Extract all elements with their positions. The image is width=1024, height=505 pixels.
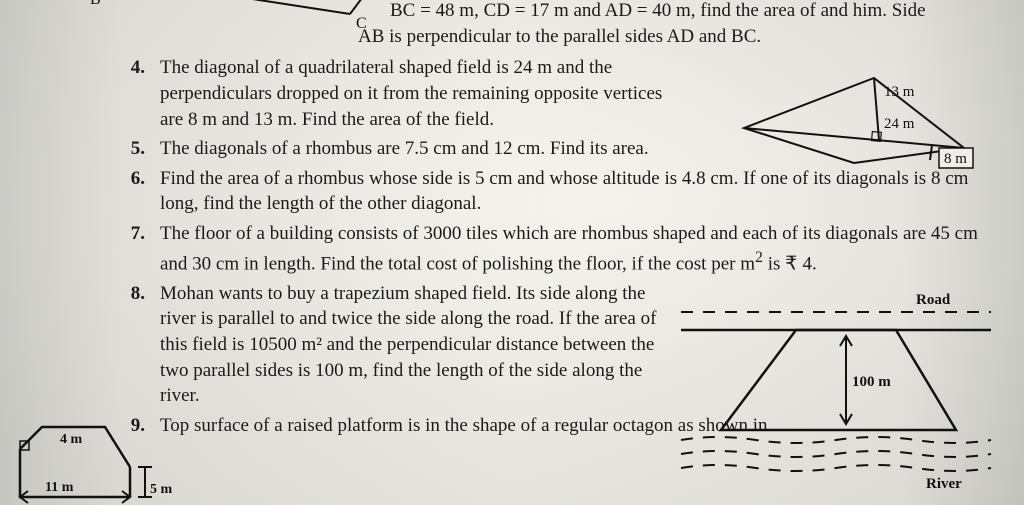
problem-number: 7. xyxy=(105,221,145,247)
textbook-page: B C BC = 48 m, CD = 17 m and AD = 40 m, … xyxy=(0,0,1024,505)
height-label: 100 m xyxy=(852,374,891,390)
problem-text: The diagonal of a quadrilateral shaped f… xyxy=(160,55,680,132)
problem-7: 7. The floor of a building consists of 3… xyxy=(105,221,985,277)
road-label: Road xyxy=(916,292,951,308)
problem-number: 5. xyxy=(105,136,145,162)
problem-text-a: The floor of a building consists of 3000… xyxy=(160,223,978,274)
figure-quadrilateral: 13 m 24 m 8 m xyxy=(734,48,984,188)
height-label: 5 m xyxy=(150,482,173,497)
vertex-b-label: B xyxy=(90,0,101,8)
intro-line-1: BC = 48 m, CD = 17 m and AD = 40 m, find… xyxy=(390,0,985,24)
problem-number: 4. xyxy=(105,55,145,81)
river-label: River xyxy=(926,476,962,490)
figure-house: 4 m 11 m 5 m xyxy=(10,419,190,505)
problem-number: 6. xyxy=(105,166,145,192)
problem-text: The floor of a building consists of 3000… xyxy=(160,221,985,277)
diag-label: 24 m xyxy=(884,116,915,132)
sup-2: 2 xyxy=(755,249,763,266)
problem-text: Mohan wants to buy a trapezium shaped fi… xyxy=(160,281,660,409)
h1-label: 13 m xyxy=(884,84,915,100)
cost-value: 4. xyxy=(803,253,817,274)
problem-number: 8. xyxy=(105,281,145,307)
roof-label: 4 m xyxy=(60,432,83,447)
base-label: 11 m xyxy=(45,480,74,495)
h2-label: 8 m xyxy=(944,151,967,167)
rupee-icon: ₹ xyxy=(785,253,802,274)
problem-text: The diagonals of a rhombus are 7.5 cm an… xyxy=(160,136,680,162)
problem-text-b: is xyxy=(763,253,785,274)
intro-line-2: AB is perpendicular to the parallel side… xyxy=(358,24,985,50)
intro-fragment: BC = 48 m, CD = 17 m and AD = 40 m, find… xyxy=(260,0,985,49)
figure-trapezium-field: Road 100 m River xyxy=(676,290,996,490)
